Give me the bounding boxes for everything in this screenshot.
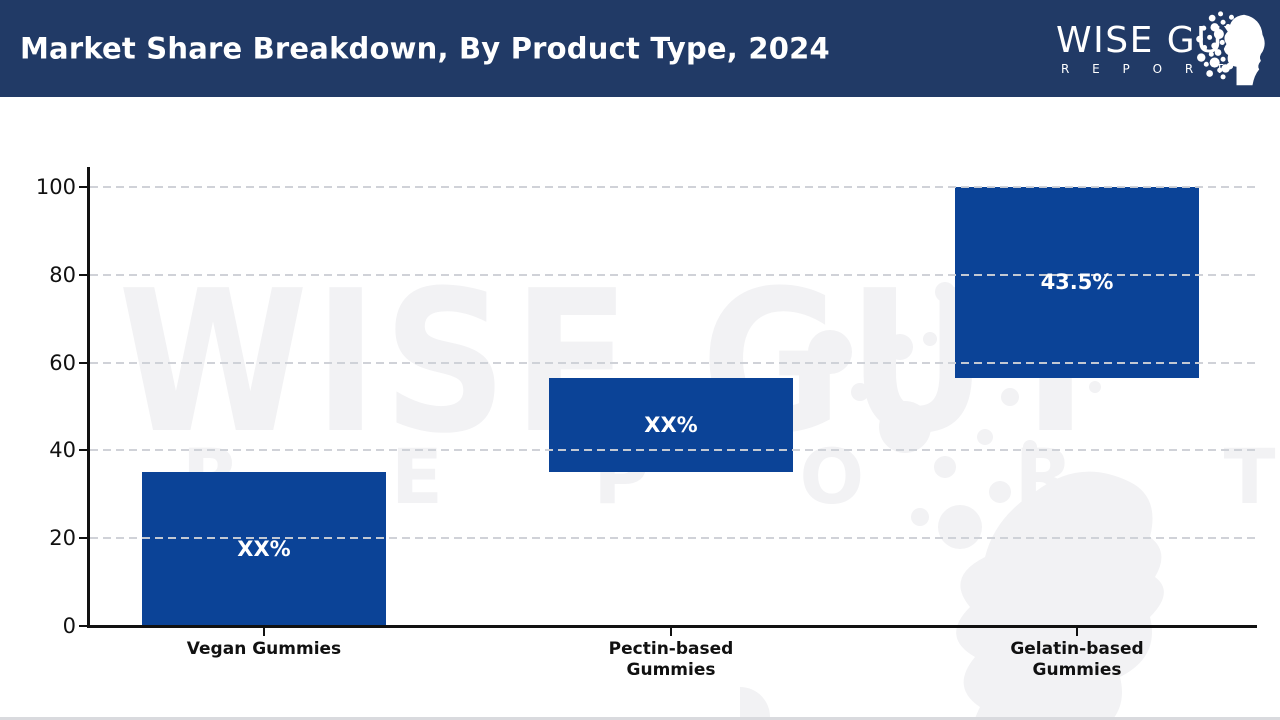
gridline-100: [90, 186, 1255, 188]
wiseguy-logo: WISE GUY R E P O R T S: [1020, 6, 1276, 92]
y-tick-label-80: 80: [49, 262, 76, 287]
y-tick-mark-0: [79, 625, 88, 627]
y-tick-mark-80: [79, 273, 88, 276]
bar-value-label-1: XX%: [237, 537, 291, 562]
bar-1: [142, 472, 386, 626]
y-tick-mark-60: [79, 361, 88, 364]
x-tick-mark-3: [1076, 628, 1078, 636]
y-tick-label-100: 100: [35, 175, 76, 199]
x-axis-line: [87, 625, 1257, 628]
page-title: Market Share Breakdown, By Product Type,…: [20, 30, 830, 65]
x-tick-mark-1: [263, 628, 265, 636]
y-tick-label-20: 20: [49, 526, 76, 551]
logo-head-icon: [1196, 11, 1265, 86]
x-tick-mark-2: [670, 628, 672, 636]
y-tick-mark-40: [79, 449, 88, 452]
x-category-label-2: Pectin-based Gummies: [608, 639, 734, 680]
bar-value-label-2: XX%: [644, 413, 698, 438]
y-tick-label-0: 0: [62, 614, 76, 638]
y-axis-line: [87, 167, 90, 628]
bar-2: [549, 377, 793, 473]
x-category-label-3: Gelatin-based Gummies: [1010, 639, 1144, 680]
y-tick-mark-100: [79, 186, 88, 188]
y-tick-label-40: 40: [49, 438, 76, 463]
bottom-divider: [0, 717, 1280, 720]
gridline-80: [90, 273, 1255, 276]
y-tick-label-60: 60: [49, 350, 76, 375]
gridline-40: [90, 449, 1255, 452]
gridline-60: [90, 361, 1255, 364]
gridline-20: [90, 537, 1255, 540]
bar-3: [955, 187, 1199, 378]
header-banner: Market Share Breakdown, By Product Type,…: [0, 0, 1280, 97]
y-tick-mark-20: [79, 537, 88, 540]
bar-value-label-3: 43.5%: [1040, 270, 1114, 295]
x-category-label-1: Vegan Gummies: [186, 639, 342, 659]
